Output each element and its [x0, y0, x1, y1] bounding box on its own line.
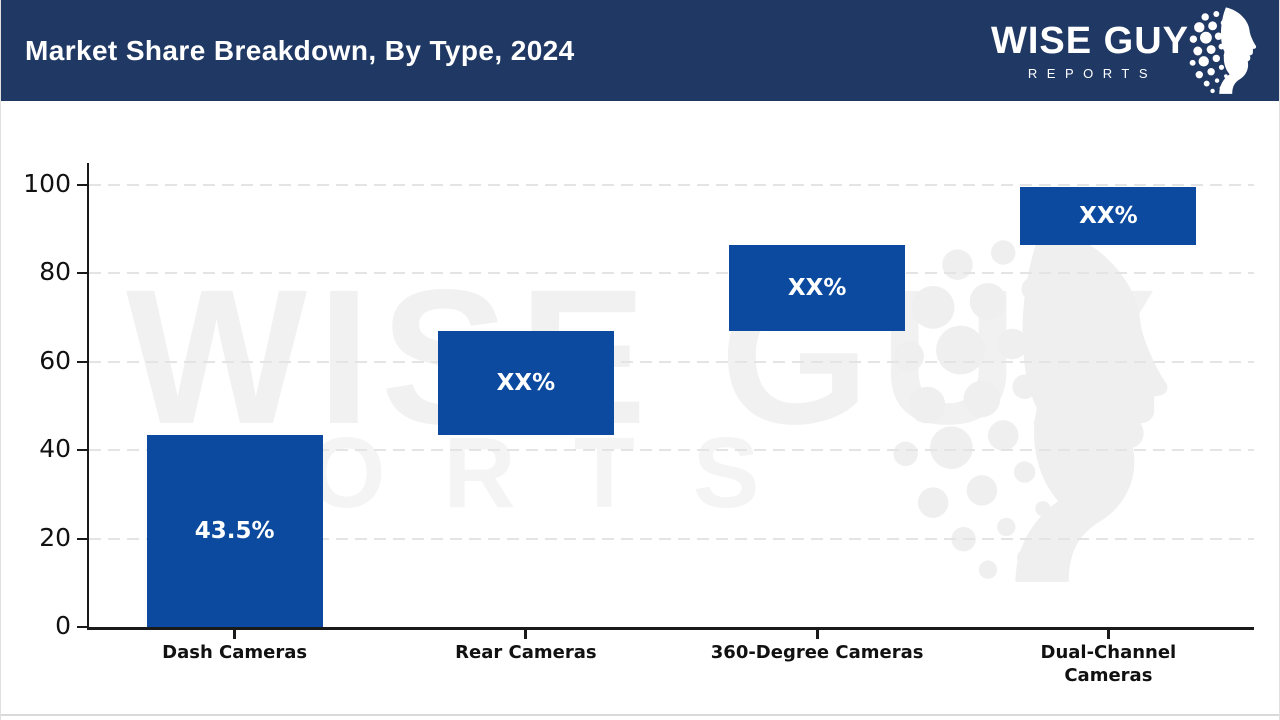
- y-axis-tick: [77, 449, 88, 452]
- gridline-80: [89, 272, 1254, 275]
- gridline-60: [89, 360, 1254, 363]
- category-label-360-degree-cameras: 360-Degree Cameras: [710, 642, 924, 663]
- watermark-head-icon: [866, 219, 1171, 591]
- y-axis-tick-label: 40: [39, 434, 71, 464]
- category-label-dash-cameras: Dash Cameras: [162, 642, 308, 663]
- bottom-divider: [1, 714, 1279, 716]
- gridline-40: [89, 449, 1254, 452]
- y-axis-tick: [77, 184, 88, 187]
- y-axis-tick-label: 60: [39, 345, 71, 375]
- category-label-dual-channel-cameras: Dual-Channel Cameras: [1040, 642, 1177, 686]
- x-axis-tick: [815, 630, 819, 639]
- y-axis-tick-label: 80: [39, 257, 71, 287]
- bar-dual-channel-cameras: XX%: [1020, 187, 1197, 245]
- x-axis-tick: [1106, 630, 1110, 639]
- bar-value-label: XX%: [496, 369, 556, 396]
- bar-value-label: XX%: [1079, 203, 1138, 230]
- y-axis-line: [87, 163, 89, 629]
- bar-rear-cameras: XX%: [437, 330, 614, 435]
- logo-head-icon: [1183, 5, 1257, 97]
- category-label-rear-cameras: Rear Cameras: [455, 642, 597, 663]
- x-axis-tick: [524, 630, 528, 639]
- chart-area: WISE GUY PORTS 0 20 40 60 80 100 43.5% Dash Cam…: [1, 101, 1279, 720]
- bar-value-label: 43.5%: [194, 517, 275, 544]
- page-title: Market Share Breakdown, By Type, 2024: [25, 34, 575, 66]
- gridline-20: [89, 537, 1254, 540]
- bar-dash-cameras: 43.5%: [146, 434, 323, 627]
- header: Market Share Breakdown, By Type, 2024 WI…: [1, 0, 1279, 101]
- x-axis-line: [87, 627, 1254, 630]
- logo-text: WISE GUY REPORTS: [991, 22, 1189, 80]
- y-axis-tick: [77, 272, 88, 275]
- bar-360-degree-cameras: XX%: [729, 244, 906, 331]
- x-axis-tick: [233, 630, 237, 639]
- y-axis-tick: [77, 537, 88, 540]
- logo-subtitle: REPORTS: [1027, 65, 1158, 81]
- y-axis-tick-label: 0: [55, 611, 71, 640]
- gridline-100: [89, 184, 1254, 187]
- logo-wordmark: WISE GUY: [990, 19, 1189, 62]
- wiseguy-logo: WISE GUY REPORTS: [991, 5, 1257, 97]
- y-axis-tick: [77, 360, 88, 363]
- y-axis-tick-label: 100: [23, 169, 71, 199]
- y-axis-tick: [77, 626, 88, 628]
- y-axis-tick-label: 20: [39, 522, 71, 552]
- bar-value-label: XX%: [787, 274, 847, 301]
